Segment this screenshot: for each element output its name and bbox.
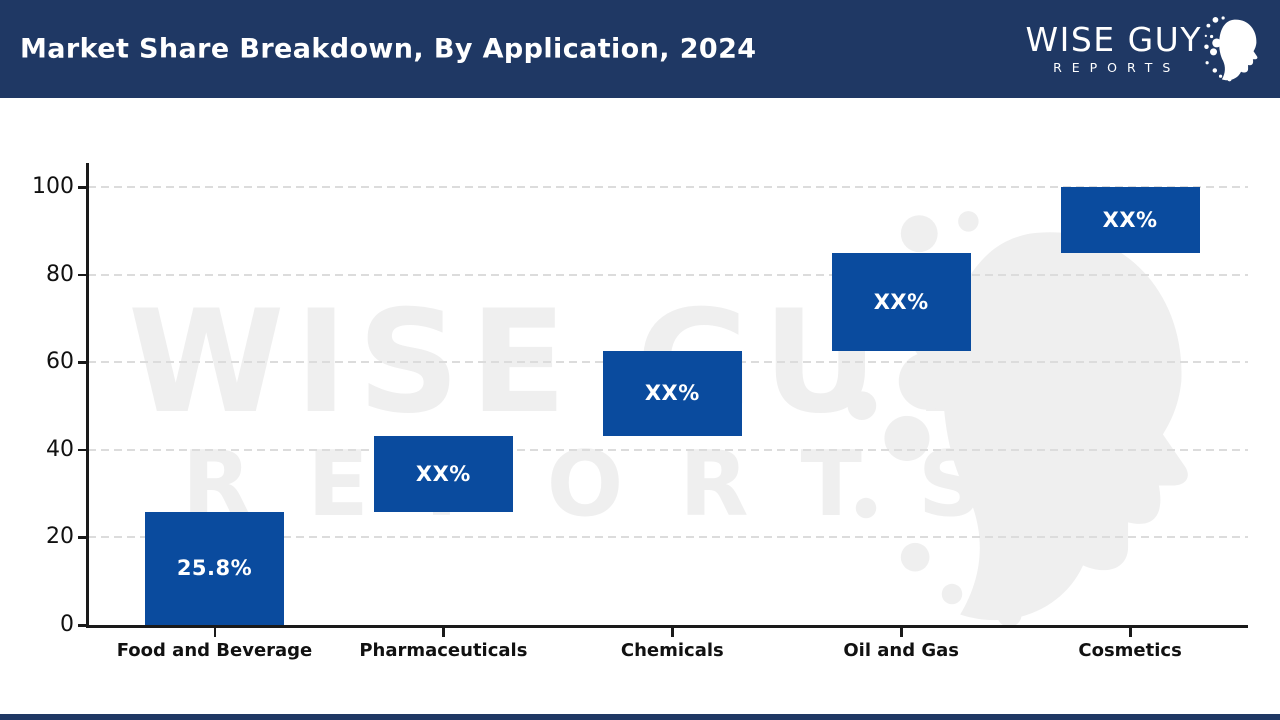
x-axis-tick (1129, 628, 1132, 637)
x-axis-line (86, 625, 1248, 628)
x-category-label: Pharmaceuticals (359, 640, 528, 661)
y-axis-tick (78, 186, 86, 189)
x-category-label: Oil and Gas (843, 640, 960, 661)
x-axis-tick (442, 628, 445, 637)
x-category-label: Food and Beverage (116, 640, 313, 661)
y-tick-label: 80 (46, 261, 74, 287)
bar-segment: XX% (831, 252, 971, 351)
gridline (88, 273, 1248, 276)
wiseguy-logo: WISE GUY REPORTS (1025, 14, 1266, 84)
y-axis-tick (78, 273, 86, 277)
y-tick-label: 60 (46, 349, 74, 375)
bar-segment: XX% (602, 350, 742, 436)
watermark-subtitle: REPORTS (182, 432, 1039, 537)
y-axis-tick (78, 536, 86, 539)
gridline (88, 186, 1248, 188)
x-axis-tick (900, 628, 903, 637)
y-tick-label: 20 (46, 524, 74, 550)
chart-title: Market Share Breakdown, By Application, … (20, 33, 757, 65)
y-tick-label: 40 (46, 436, 74, 462)
bar-value-label: XX% (415, 461, 471, 486)
bar-segment: XX% (373, 435, 513, 512)
logo-text: WISE GUY REPORTS (1025, 23, 1202, 75)
bar-value-label: 25.8% (176, 556, 253, 581)
header-bar: Market Share Breakdown, By Application, … (0, 0, 1280, 98)
y-axis-tick (78, 624, 86, 627)
bar-segment: 25.8% (145, 511, 284, 625)
logo-wordmark: WISE GUY (1025, 20, 1202, 59)
y-axis-line (86, 163, 89, 628)
bar-segment: XX% (1060, 187, 1200, 253)
logo-subtitle: REPORTS (1053, 60, 1181, 75)
gridline (88, 536, 1248, 539)
logo-face-icon (1204, 16, 1258, 82)
bar-value-label: XX% (644, 381, 700, 406)
bar-value-label: XX% (873, 289, 929, 314)
y-axis-tick (78, 448, 86, 452)
y-axis-tick (78, 361, 86, 364)
bar-value-label: XX% (1102, 207, 1158, 232)
x-category-label: Cosmetics (1078, 640, 1182, 661)
y-tick-label: 100 (32, 174, 74, 199)
gridline (88, 448, 1248, 451)
x-axis-tick (671, 628, 674, 637)
footer-bar (0, 714, 1280, 720)
x-category-label: Chemicals (620, 640, 724, 661)
x-axis-tick (213, 628, 216, 637)
y-tick-label: 0 (60, 612, 74, 637)
